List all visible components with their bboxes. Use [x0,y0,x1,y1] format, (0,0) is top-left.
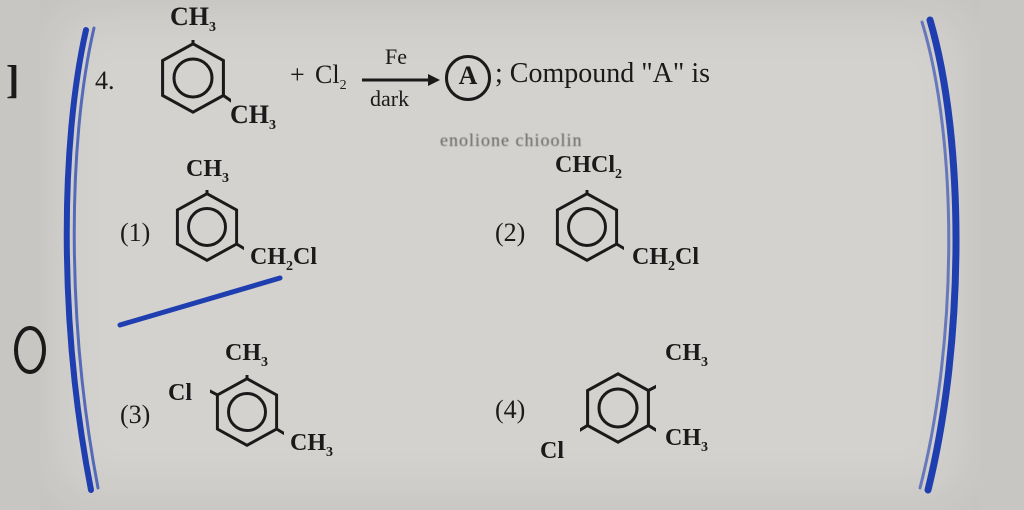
reagent-cl2: Cl2 [315,60,347,94]
arrow-below: dark [370,86,409,112]
option-3-number: (3) [120,400,150,430]
option-4-number: (4) [495,395,525,425]
plus-sign: + [290,60,305,90]
option-1-sub-top: CH3 [186,156,229,187]
option-3-sub-br: CH3 [290,430,333,461]
question-tail: ; Compound "A" is [495,58,710,90]
product-label: A [459,61,478,90]
prev-bracket: ] [6,56,19,103]
option-3-benzene [210,375,284,449]
option-4-benzene [580,370,656,446]
option-1-number: (1) [120,218,150,248]
page: ] 4. CH3 CH3 + Cl2 Fe dark A ; Compound … [40,0,980,510]
reactant-sub-br: CH3 [230,100,276,134]
option-3-sub-left: Cl [168,380,192,407]
option-2-number: (2) [495,218,525,248]
question-number: 4. [95,66,115,96]
option-4-sub-bl: Cl [540,438,564,465]
option-4-sub-br: CH3 [665,425,708,456]
ink-slash [110,270,290,340]
product-circle: A [445,55,491,101]
option-1-sub-br: CH2Cl [250,244,317,275]
option-3-sub-top: CH3 [225,340,268,371]
option-2-sub-br: CH2Cl [632,244,699,275]
option-4-sub-tr: CH3 [665,340,708,371]
option-2-sub-top: CHCl2 [555,152,622,183]
smudge-text: enolione chioolin [440,130,582,151]
reactant-sub-top: CH3 [170,2,216,36]
benzene-reactant [155,40,231,116]
arrow-above: Fe [385,44,407,70]
ink-edge-mark [10,320,50,380]
ink-right-paren [910,10,980,500]
option-1-benzene [170,190,244,264]
option-2-benzene [550,190,624,264]
